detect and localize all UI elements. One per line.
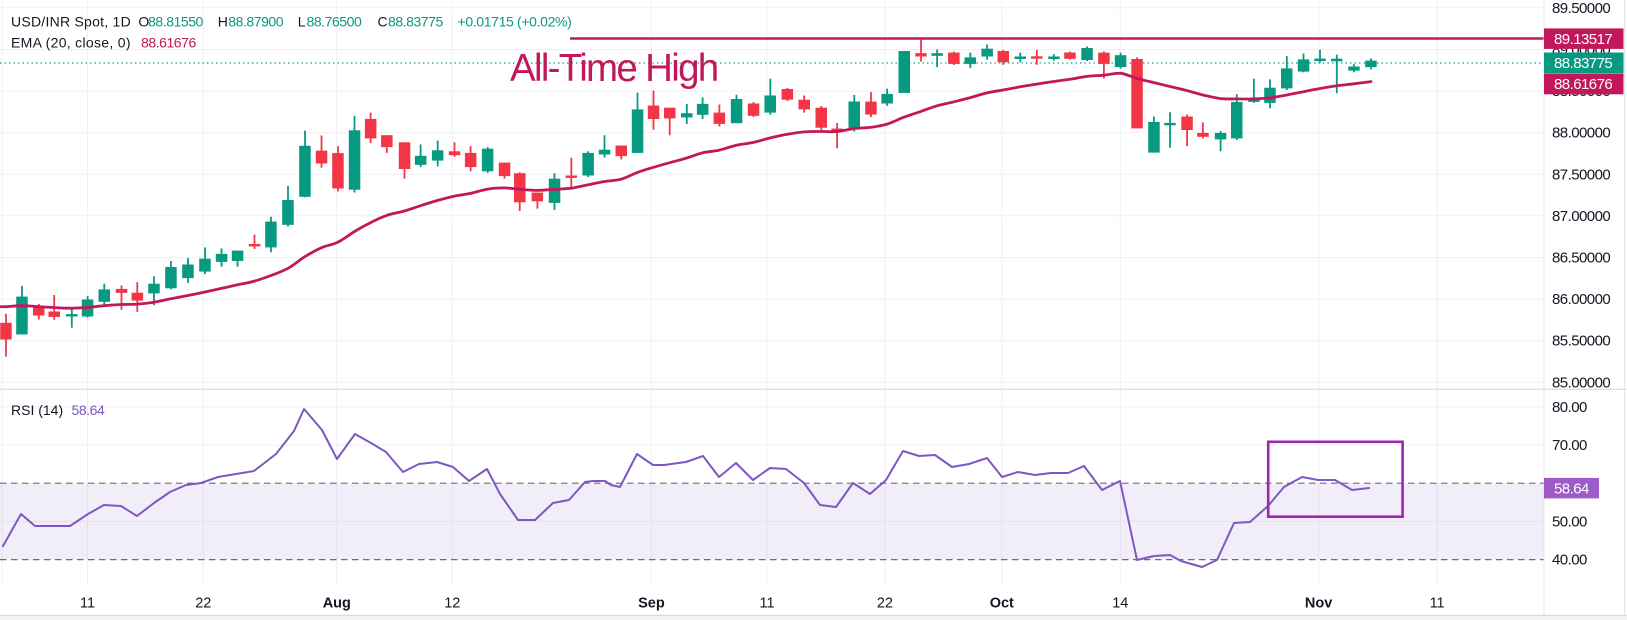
- svg-text:All-Time High: All-Time High: [510, 47, 718, 90]
- svg-text:88.76500: 88.76500: [307, 14, 362, 30]
- svg-text:88.61676: 88.61676: [141, 35, 196, 51]
- svg-text:88.61676: 88.61676: [1554, 76, 1612, 93]
- svg-text:Aug: Aug: [323, 596, 351, 612]
- svg-text:22: 22: [877, 596, 893, 612]
- svg-text:85.00000: 85.00000: [1552, 374, 1610, 391]
- svg-text:+0.01715 (+0.02%): +0.01715 (+0.02%): [458, 14, 572, 30]
- svg-text:USD/INR Spot, 1D: USD/INR Spot, 1D: [11, 14, 131, 30]
- svg-text:86.00000: 86.00000: [1552, 291, 1610, 308]
- svg-text:RSI (14): RSI (14): [11, 402, 63, 418]
- svg-text:50.00: 50.00: [1552, 513, 1587, 530]
- svg-text:88.00000: 88.00000: [1552, 125, 1610, 142]
- svg-text:22: 22: [195, 596, 211, 612]
- svg-text:88.81550: 88.81550: [148, 14, 203, 30]
- svg-text:87.00000: 87.00000: [1552, 208, 1610, 225]
- svg-text:88.83775: 88.83775: [1554, 55, 1612, 72]
- svg-text:EMA (20, close, 0): EMA (20, close, 0): [11, 35, 131, 51]
- svg-text:11: 11: [80, 596, 95, 612]
- svg-text:11: 11: [759, 596, 774, 612]
- svg-text:40.00: 40.00: [1552, 552, 1587, 569]
- svg-text:C: C: [378, 14, 388, 30]
- svg-text:80.00: 80.00: [1552, 399, 1587, 416]
- svg-text:86.50000: 86.50000: [1552, 250, 1610, 267]
- svg-text:88.87900: 88.87900: [228, 14, 283, 30]
- svg-text:Oct: Oct: [990, 596, 1014, 612]
- svg-text:11: 11: [1430, 596, 1445, 612]
- svg-text:L: L: [298, 14, 306, 30]
- svg-text:H: H: [218, 14, 228, 30]
- svg-text:58.64: 58.64: [72, 402, 105, 418]
- svg-text:88.83775: 88.83775: [388, 14, 443, 30]
- svg-text:89.50000: 89.50000: [1552, 0, 1610, 17]
- svg-text:70.00: 70.00: [1552, 437, 1587, 454]
- svg-text:58.64: 58.64: [1554, 480, 1589, 497]
- svg-text:14: 14: [1112, 596, 1128, 612]
- svg-text:O: O: [138, 14, 149, 30]
- svg-text:89.13517: 89.13517: [1554, 31, 1612, 48]
- svg-text:Sep: Sep: [638, 596, 665, 612]
- svg-text:87.50000: 87.50000: [1552, 166, 1610, 183]
- svg-text:85.50000: 85.50000: [1552, 333, 1610, 350]
- svg-text:Nov: Nov: [1305, 596, 1332, 612]
- svg-text:12: 12: [444, 596, 460, 612]
